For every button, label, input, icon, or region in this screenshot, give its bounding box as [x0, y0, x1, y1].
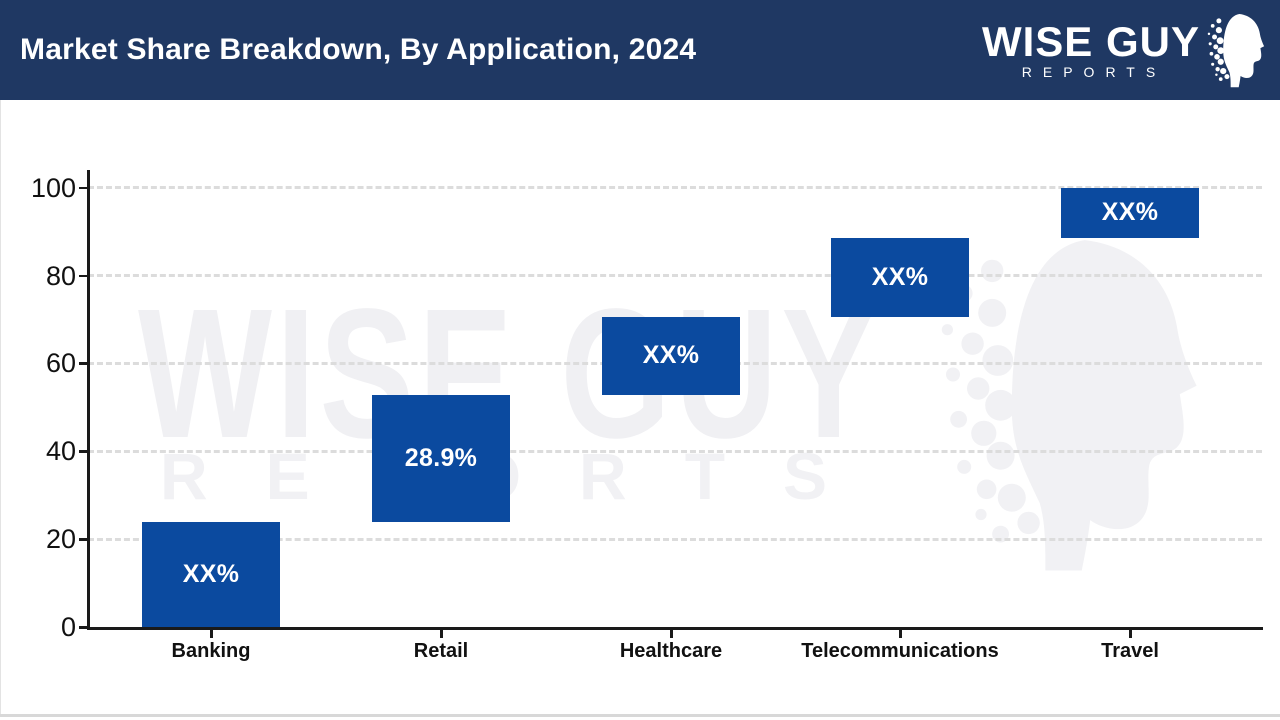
y-axis-tick-label: 100 [30, 172, 76, 203]
bar-segment-healthcare: XX% [602, 317, 740, 395]
x-axis-category-label: Healthcare [619, 640, 723, 662]
y-gridline [88, 537, 1262, 541]
bar-value-label: XX% [642, 341, 700, 370]
x-tick-mark [670, 629, 673, 638]
bar-segment-banking: XX% [142, 521, 280, 627]
x-tick-mark [899, 629, 902, 638]
header: Market Share Breakdown, By Application, … [0, 0, 1280, 100]
x-axis-category-label: Telecommunications [801, 640, 999, 662]
bar-value-label: XX% [182, 559, 240, 588]
x-tick-mark [440, 629, 443, 638]
y-gridline [88, 274, 1262, 278]
y-tick-mark [79, 538, 88, 541]
logo-wordmark: WISE GUY [981, 18, 1200, 65]
bar-segment-telecommunications: XX% [831, 238, 969, 318]
y-tick-mark [79, 626, 88, 629]
x-tick-mark [210, 629, 213, 638]
y-axis-line [87, 170, 90, 629]
y-axis-tick-label: 60 [45, 348, 76, 379]
wise-guy-logo: WISE GUY REPORTS [982, 6, 1266, 94]
wise-guy-head-icon [1204, 11, 1266, 89]
y-tick-mark [79, 362, 88, 365]
y-axis-tick-label: 20 [45, 524, 76, 555]
bar-segment-travel: XX% [1061, 187, 1199, 239]
logo-subtitle: REPORTS [1021, 64, 1167, 80]
y-axis-tick-label: 40 [45, 436, 76, 467]
y-tick-mark [79, 186, 88, 190]
bar-segment-retail: 28.9% [372, 394, 510, 522]
x-axis-category-label: Travel [1101, 640, 1159, 662]
x-tick-mark [1129, 629, 1132, 638]
y-gridline [88, 449, 1262, 453]
bar-value-label: 28.9% [404, 443, 478, 472]
x-axis-category-label: Banking [171, 640, 251, 662]
bar-value-label: XX% [1101, 198, 1159, 227]
x-axis-category-label: Retail [413, 640, 469, 662]
x-axis-line [87, 627, 1263, 630]
y-axis-tick-label: 80 [45, 260, 76, 291]
logo-text: WISE GUY REPORTS [981, 18, 1200, 81]
y-gridline [88, 186, 1262, 190]
y-tick-mark [79, 274, 88, 278]
bar-value-label: XX% [871, 263, 929, 292]
y-axis-tick-label: 0 [60, 612, 76, 642]
left-edge-divider [0, 100, 1, 717]
footer-divider [0, 714, 1280, 717]
y-tick-mark [79, 450, 88, 453]
chart-title: Market Share Breakdown, By Application, … [20, 33, 697, 66]
